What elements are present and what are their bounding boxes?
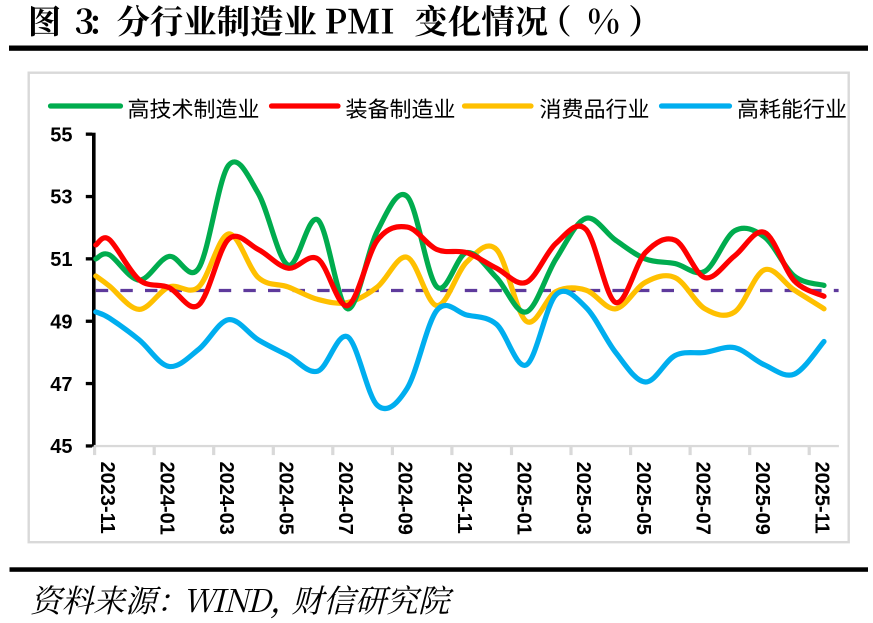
svg-text:2025-09: 2025-09 — [751, 462, 773, 535]
svg-text:2025-01: 2025-01 — [513, 462, 535, 535]
svg-text:2024-11: 2024-11 — [453, 462, 475, 534]
svg-text:2025-03: 2025-03 — [572, 462, 594, 535]
svg-text:47: 47 — [50, 374, 72, 396]
svg-text:2024-03: 2024-03 — [215, 462, 237, 535]
svg-text:2025-07: 2025-07 — [691, 462, 713, 535]
svg-text:2023-11: 2023-11 — [96, 462, 118, 534]
svg-text:2024-05: 2024-05 — [275, 462, 297, 535]
svg-text:49: 49 — [50, 311, 72, 333]
svg-text:2024-07: 2024-07 — [334, 462, 356, 535]
svg-text:45: 45 — [50, 436, 72, 458]
svg-text:2024-09: 2024-09 — [394, 462, 416, 535]
svg-text:2025-11: 2025-11 — [810, 462, 832, 534]
svg-text:2025-05: 2025-05 — [632, 462, 654, 535]
svg-text:55: 55 — [50, 124, 72, 146]
svg-text:51: 51 — [50, 249, 72, 271]
svg-text:2024-01: 2024-01 — [155, 462, 177, 535]
svg-text:53: 53 — [50, 187, 72, 209]
